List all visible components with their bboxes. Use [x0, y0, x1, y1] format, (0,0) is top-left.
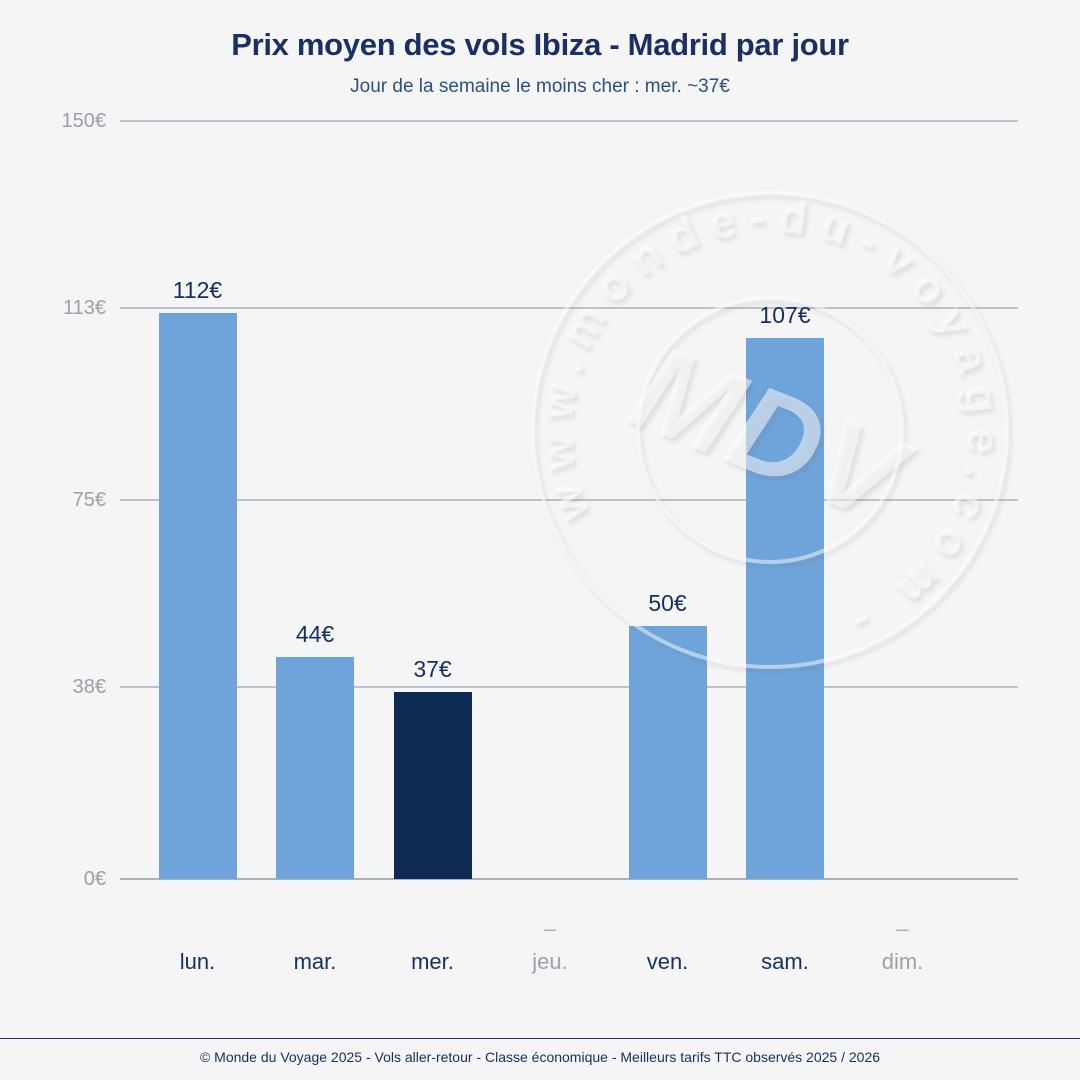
- no-data-dash-dim: –: [896, 916, 909, 941]
- chart-subtitle: Jour de la semaine le moins cher : mer. …: [350, 76, 730, 97]
- footer-divider-line: [0, 1038, 1080, 1039]
- gridline-113€: [120, 307, 1018, 309]
- x-axis-label-lun: lun.: [179, 949, 216, 974]
- chart-title: Prix moyen des vols Ibiza - Madrid par j…: [231, 27, 849, 62]
- no-data-dash-jeu: –: [543, 916, 557, 941]
- bar-value-label-mar: 44€: [295, 621, 335, 647]
- y-axis-tick-label: 75€: [72, 489, 106, 511]
- bar-ven: [628, 626, 707, 879]
- y-axis-tick-label: 150€: [61, 110, 107, 132]
- bar-value-label-lun: 112€: [172, 277, 223, 303]
- x-axis-label-dim: dim.: [881, 949, 924, 974]
- bar-lun: [158, 313, 237, 879]
- x-axis-label-jeu: jeu.: [532, 949, 568, 974]
- bar-value-label-ven: 50€: [648, 590, 687, 616]
- footer-text: © Monde du Voyage 2025 - Vols aller-reto…: [199, 1049, 881, 1065]
- bar-mer: [393, 692, 472, 879]
- x-axis-label-mer: mer.: [411, 949, 454, 974]
- gridline-75€: [120, 499, 1018, 501]
- y-axis-tick-label: 38€: [72, 676, 106, 698]
- gridline-150€: [120, 120, 1018, 122]
- bar-sam: [746, 338, 824, 879]
- bar-value-label-mer: 37€: [413, 656, 452, 682]
- bar-mar: [276, 657, 354, 879]
- bar-value-label-sam: 107€: [759, 302, 811, 328]
- x-axis-label-mar: mar.: [293, 949, 337, 974]
- x-axis-label-ven: ven.: [646, 949, 689, 974]
- y-axis-tick-label: 0€: [83, 868, 106, 890]
- gridline-0€: [120, 878, 1018, 880]
- x-axis-label-sam: sam.: [761, 949, 809, 974]
- y-axis-tick-label: 113€: [62, 297, 106, 319]
- gridline-38€: [120, 686, 1018, 688]
